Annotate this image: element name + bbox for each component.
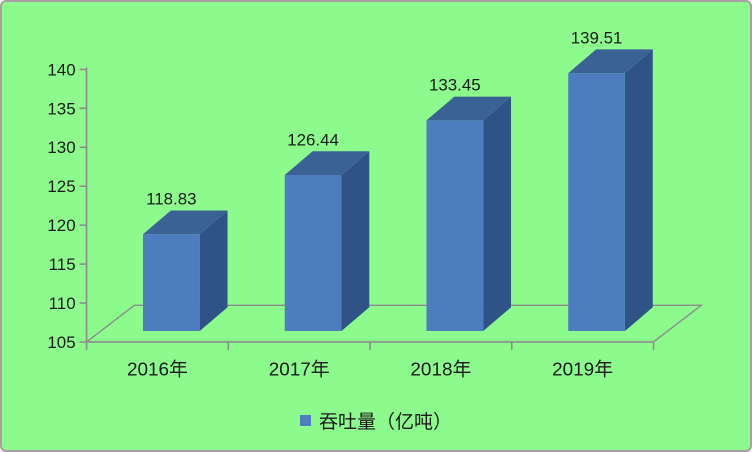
bar-side-2018年 (483, 96, 512, 332)
y-tick-label-130: 130 (47, 138, 75, 157)
data-label-2019年: 139.51 (571, 29, 623, 48)
bar-top-2016年 (142, 210, 228, 235)
y-tick-label-140: 140 (47, 60, 75, 79)
bar-2017年 (284, 174, 342, 332)
bar-side-2017年 (341, 151, 370, 332)
data-label-2017年: 126.44 (287, 130, 339, 149)
y-tick-label-105: 105 (47, 333, 75, 352)
x-category-label-2018年: 2018年 (410, 359, 471, 380)
bar-2018年 (426, 120, 484, 332)
x-category-label-2019年: 2019年 (552, 359, 613, 380)
bar-2019年 (568, 73, 625, 332)
bar-side-2019年 (624, 49, 653, 332)
y-tick-label-110: 110 (49, 294, 76, 313)
data-label-2016年: 118.83 (146, 190, 196, 209)
x-category-label-2017年: 2017年 (269, 359, 330, 380)
bar-top-2019年 (568, 49, 653, 74)
bar-top-2017年 (284, 151, 370, 175)
data-label-2018年: 133.45 (429, 76, 481, 95)
y-tick-label-135: 135 (47, 99, 75, 118)
y-tick-label-115: 115 (49, 255, 76, 274)
floor-outline (86, 304, 704, 343)
bar-top-2018年 (426, 96, 512, 121)
y-tick-label-125: 125 (47, 177, 75, 196)
bar-side-2016年 (199, 210, 228, 332)
y-tick-label-120: 120 (47, 216, 75, 235)
bar-2016年 (142, 234, 200, 332)
x-category-label-2016年: 2016年 (127, 359, 188, 380)
